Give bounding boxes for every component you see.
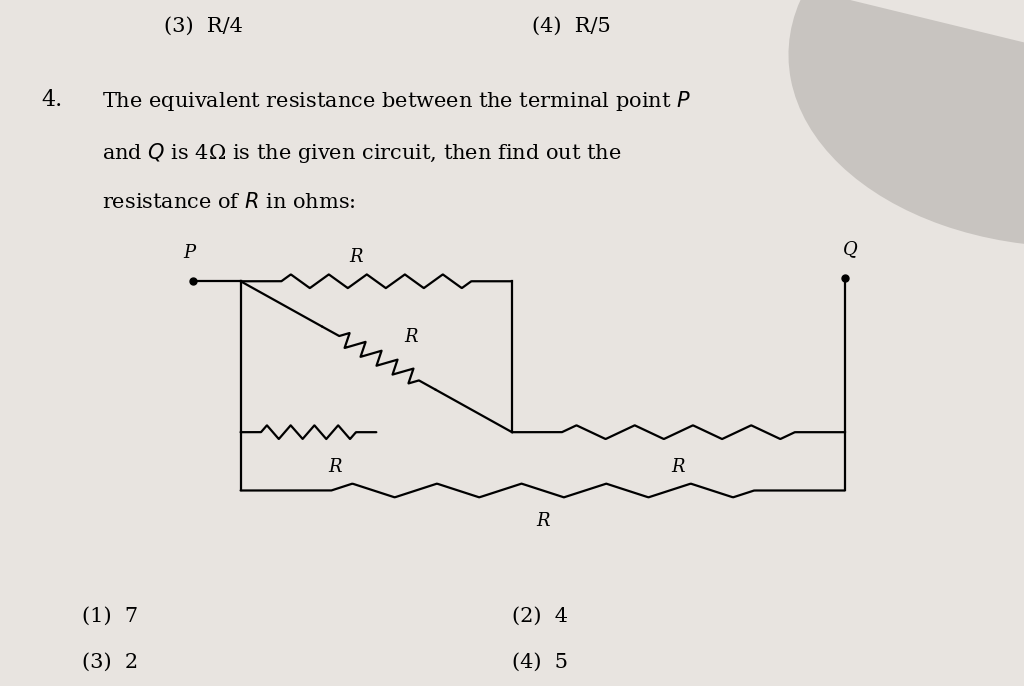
Text: (2)  4: (2) 4 <box>512 607 568 626</box>
Text: and $Q$ is 4Ω is the given circuit, then find out the: and $Q$ is 4Ω is the given circuit, then… <box>102 141 622 165</box>
Text: (4)  R/5: (4) R/5 <box>532 17 611 36</box>
Text: (3)  R/4: (3) R/4 <box>164 17 243 36</box>
Text: R: R <box>349 248 362 266</box>
Text: R: R <box>536 512 550 530</box>
Text: R: R <box>404 328 418 346</box>
Text: 4.: 4. <box>41 89 62 111</box>
Text: (4)  5: (4) 5 <box>512 653 568 672</box>
Text: Q: Q <box>843 241 857 259</box>
Wedge shape <box>788 0 1024 247</box>
Text: (3)  2: (3) 2 <box>82 653 138 672</box>
Text: P: P <box>183 244 196 262</box>
Text: The equivalent resistance between the terminal point $P$: The equivalent resistance between the te… <box>102 89 691 113</box>
Text: R: R <box>329 458 342 476</box>
Text: resistance of $R$ in ohms:: resistance of $R$ in ohms: <box>102 192 356 212</box>
Text: (1)  7: (1) 7 <box>82 607 138 626</box>
Text: R: R <box>672 458 685 476</box>
